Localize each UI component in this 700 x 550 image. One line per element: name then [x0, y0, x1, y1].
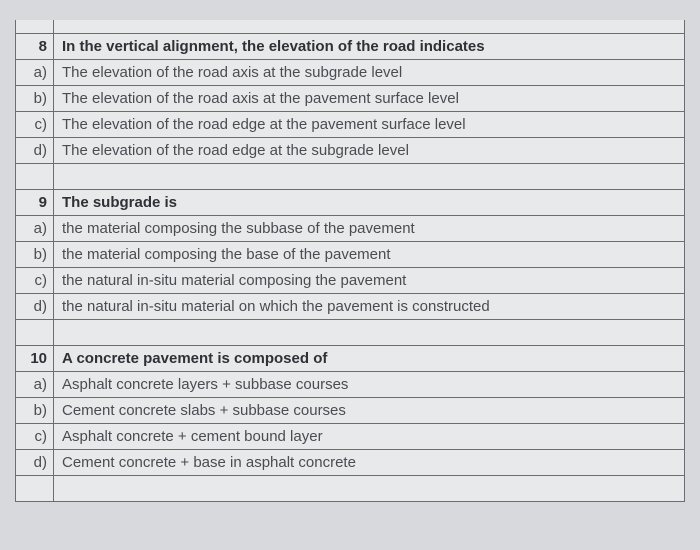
option-text: The elevation of the road axis at the pa…	[54, 86, 685, 111]
spacer-label	[16, 320, 54, 345]
option-row: c) the natural in-situ material composin…	[16, 268, 685, 294]
option-row: a) the material composing the subbase of…	[16, 216, 685, 242]
option-label: d)	[16, 138, 54, 163]
option-text: the natural in-situ material on which th…	[54, 294, 685, 319]
option-row: a) Asphalt concrete layers + subbase cou…	[16, 372, 685, 398]
option-text: The elevation of the road edge at the su…	[54, 138, 685, 163]
option-label: c)	[16, 424, 54, 449]
spacer-label	[16, 20, 54, 33]
option-label: a)	[16, 372, 54, 397]
question-prompt: In the vertical alignment, the elevation…	[54, 34, 685, 59]
option-row: c) Asphalt concrete + cement bound layer	[16, 424, 685, 450]
option-text: the natural in-situ material composing t…	[54, 268, 685, 293]
option-text: Asphalt concrete layers + subbase course…	[54, 372, 685, 397]
option-text: the material composing the base of the p…	[54, 242, 685, 267]
question-prompt: The subgrade is	[54, 190, 685, 215]
option-row: a) The elevation of the road axis at the…	[16, 60, 685, 86]
spacer-label	[16, 476, 54, 501]
spacer-row	[16, 164, 685, 190]
spacer-content	[54, 476, 685, 501]
top-spacer-row	[16, 20, 685, 34]
option-label: c)	[16, 112, 54, 137]
questions-table: 8 In the vertical alignment, the elevati…	[15, 20, 685, 502]
option-label: d)	[16, 294, 54, 319]
option-row: b) the material composing the base of th…	[16, 242, 685, 268]
option-text: Cement concrete slabs + subbase courses	[54, 398, 685, 423]
spacer-row	[16, 476, 685, 502]
question-number: 8	[16, 34, 54, 59]
option-row: d) The elevation of the road edge at the…	[16, 138, 685, 164]
option-label: d)	[16, 450, 54, 475]
option-label: b)	[16, 398, 54, 423]
question-row: 10 A concrete pavement is composed of	[16, 346, 685, 372]
option-text: Asphalt concrete + cement bound layer	[54, 424, 685, 449]
option-text: The elevation of the road edge at the pa…	[54, 112, 685, 137]
option-label: c)	[16, 268, 54, 293]
option-row: d) Cement concrete + base in asphalt con…	[16, 450, 685, 476]
spacer-label	[16, 164, 54, 189]
option-label: a)	[16, 60, 54, 85]
spacer-content	[54, 320, 685, 345]
option-row: d) the natural in-situ material on which…	[16, 294, 685, 320]
option-text: the material composing the subbase of th…	[54, 216, 685, 241]
question-row: 8 In the vertical alignment, the elevati…	[16, 34, 685, 60]
option-label: a)	[16, 216, 54, 241]
option-row: c) The elevation of the road edge at the…	[16, 112, 685, 138]
question-number: 9	[16, 190, 54, 215]
question-number: 10	[16, 346, 54, 371]
option-text: The elevation of the road axis at the su…	[54, 60, 685, 85]
option-row: b) Cement concrete slabs + subbase cours…	[16, 398, 685, 424]
question-row: 9 The subgrade is	[16, 190, 685, 216]
spacer-row	[16, 320, 685, 346]
option-text: Cement concrete + base in asphalt concre…	[54, 450, 685, 475]
option-label: b)	[16, 86, 54, 111]
option-row: b) The elevation of the road axis at the…	[16, 86, 685, 112]
option-label: b)	[16, 242, 54, 267]
question-prompt: A concrete pavement is composed of	[54, 346, 685, 371]
spacer-content	[54, 20, 685, 33]
spacer-content	[54, 164, 685, 189]
